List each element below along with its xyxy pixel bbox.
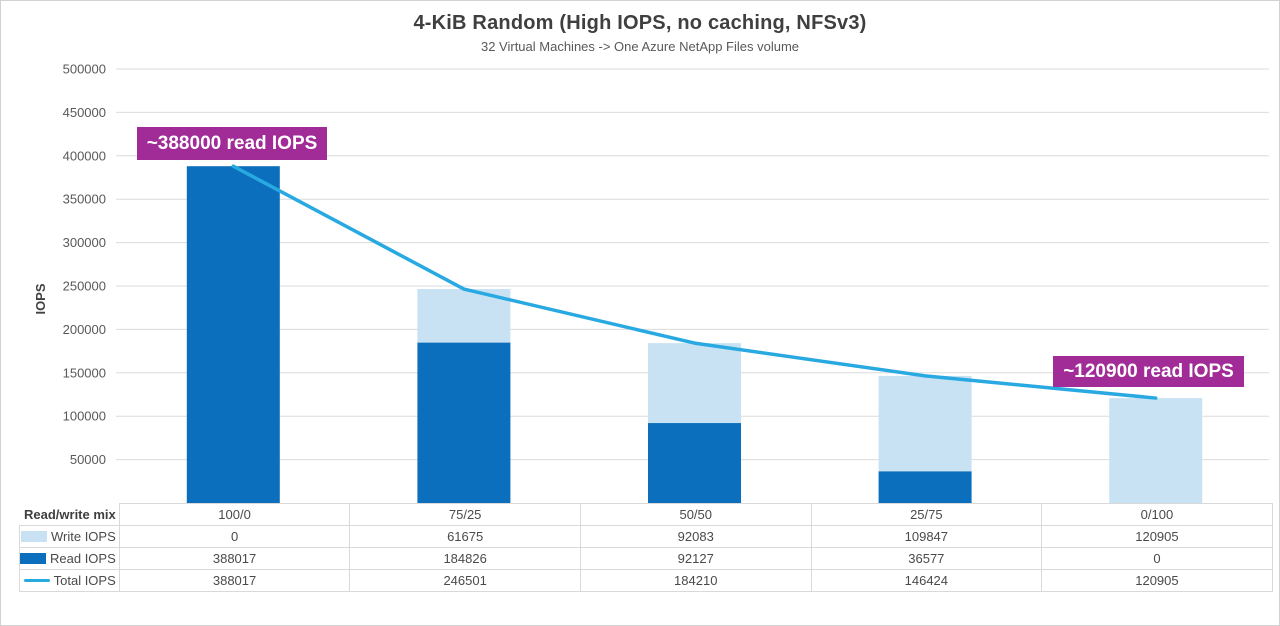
legend-label: Write IOPS bbox=[50, 529, 116, 544]
category-cell: 75/25 bbox=[349, 503, 581, 526]
category-cell: 100/0 bbox=[118, 503, 351, 526]
value-cell: 120905 bbox=[1041, 525, 1273, 548]
value-cell: 92083 bbox=[579, 525, 812, 548]
legend-cell: Total IOPS bbox=[19, 569, 120, 592]
value-cell: 388017 bbox=[118, 569, 351, 592]
y-tick-label: 50000 bbox=[70, 452, 106, 467]
table-row-header: Read/write mix bbox=[19, 503, 120, 526]
legend-label: Read IOPS bbox=[50, 551, 116, 566]
annotation-read-iops-low: ~120900 read IOPS bbox=[1053, 356, 1244, 387]
bar-read-segment bbox=[417, 342, 511, 503]
bar-read-segment bbox=[186, 166, 280, 504]
value-cell: 184210 bbox=[579, 569, 812, 592]
y-tick-label: 100000 bbox=[63, 409, 106, 424]
bar-read-segment bbox=[648, 423, 741, 503]
chart-title: 4-KiB Random (High IOPS, no caching, NFS… bbox=[413, 12, 867, 34]
y-tick-label: 150000 bbox=[63, 365, 106, 380]
value-cell: 184826 bbox=[349, 547, 581, 570]
y-tick-label: 450000 bbox=[63, 105, 106, 120]
total-iops-line bbox=[231, 164, 1158, 400]
value-cell: 0 bbox=[118, 525, 351, 548]
bar-write-segment bbox=[648, 343, 741, 424]
legend-label: Total IOPS bbox=[53, 573, 116, 588]
value-cell: 109847 bbox=[810, 525, 1043, 548]
bar-write-segment bbox=[878, 375, 972, 472]
value-cell: 61675 bbox=[349, 525, 581, 548]
read-bar-legend-swatch bbox=[20, 553, 46, 564]
value-cell: 36577 bbox=[810, 547, 1043, 570]
value-cell: 92127 bbox=[579, 547, 812, 570]
bar-read-segment bbox=[878, 471, 972, 503]
value-cell: 146424 bbox=[810, 569, 1043, 592]
bar-write-segment bbox=[1109, 398, 1203, 503]
y-tick-label: 500000 bbox=[63, 62, 106, 77]
legend-cell: Read IOPS bbox=[19, 547, 120, 570]
legend-cell: Write IOPS bbox=[19, 525, 120, 548]
category-cell: 50/50 bbox=[579, 503, 812, 526]
total-line-legend-swatch bbox=[23, 579, 50, 582]
y-tick-label: 300000 bbox=[63, 235, 106, 250]
value-cell: 246501 bbox=[349, 569, 581, 592]
value-cell: 0 bbox=[1041, 547, 1273, 570]
y-tick-label: 350000 bbox=[63, 192, 106, 207]
write-bar-legend-swatch bbox=[20, 531, 47, 542]
category-cell: 0/100 bbox=[1041, 503, 1273, 526]
iops-table: Read/write mix 100/0 75/25 50/50 25/75 0/100 W… bbox=[19, 503, 1273, 592]
category-cell: 25/75 bbox=[810, 503, 1043, 526]
y-tick-label: 200000 bbox=[63, 322, 106, 337]
y-tick-label: 400000 bbox=[63, 148, 106, 163]
value-cell: 388017 bbox=[118, 547, 351, 570]
y-tick-label: 250000 bbox=[63, 279, 106, 294]
chart-subtitle: 32 Virtual Machines -> One Azure NetApp … bbox=[480, 39, 800, 54]
annotation-read-iops-high: ~388000 read IOPS bbox=[137, 127, 327, 160]
value-cell: 120905 bbox=[1041, 569, 1273, 592]
